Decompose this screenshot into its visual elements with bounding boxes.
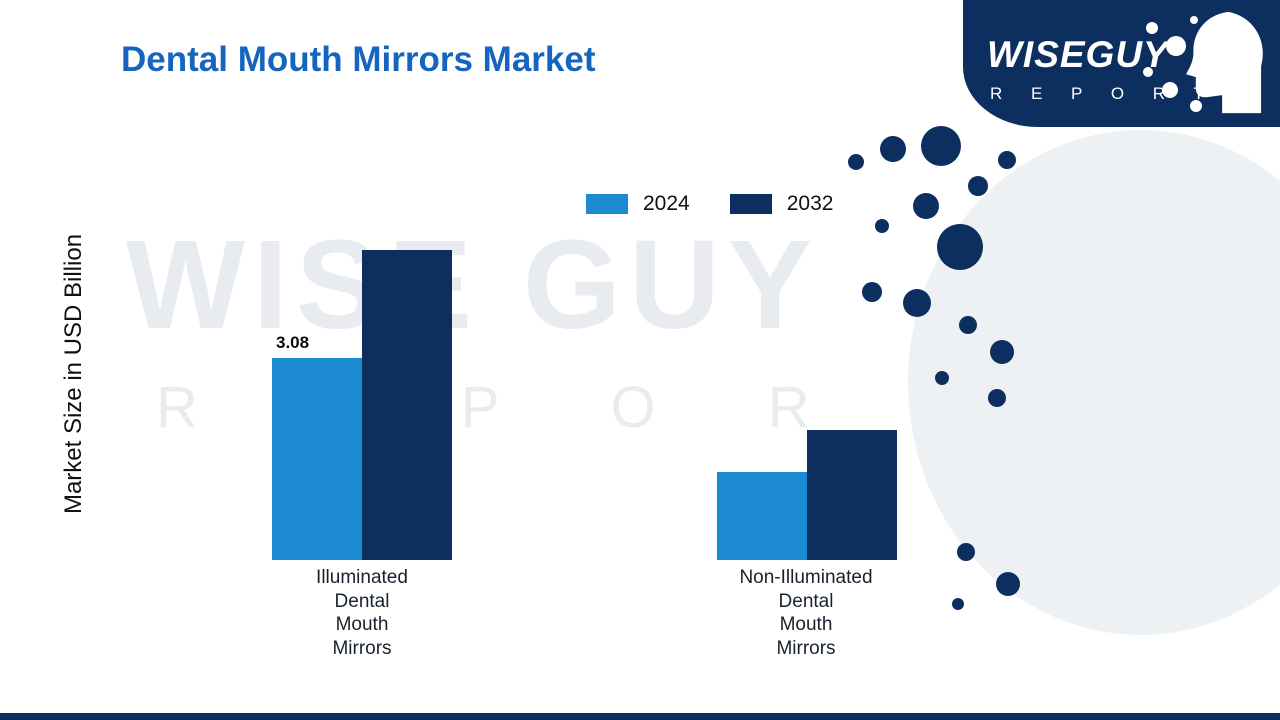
chart-title: Dental Mouth Mirrors Market xyxy=(121,40,596,79)
chart-legend: 2024 2032 xyxy=(586,192,833,216)
category-label-line: Mouth xyxy=(779,614,833,635)
bottom-accent-bar xyxy=(0,713,1280,720)
watermark-brand-text: WISE GUY xyxy=(126,214,821,355)
bar-2032-non-illuminated xyxy=(807,430,897,560)
legend-label-2032: 2032 xyxy=(786,192,834,215)
category-label-line: Non-Illuminated xyxy=(739,567,873,588)
y-axis-label: Market Size in USD Billion xyxy=(60,233,87,515)
bar-2024-non-illuminated xyxy=(717,472,807,560)
legend-label-2024: 2024 xyxy=(643,192,690,215)
legend-swatch-2032 xyxy=(729,194,772,214)
legend-item-2032: 2032 xyxy=(729,192,834,216)
category-label-line: Mirrors xyxy=(776,637,836,659)
bar-2032-illuminated xyxy=(362,250,452,560)
brand-logo: WISEGUY R E P O R T S xyxy=(963,0,1280,127)
logo-brand-text: WISEGUY xyxy=(987,34,1169,75)
category-label-line: Illuminated xyxy=(316,567,408,588)
category-label-line: Mouth xyxy=(335,614,389,635)
category-label-illuminated: Illuminated Dental Mouth Mirrors xyxy=(242,566,482,660)
bar-2024-illuminated xyxy=(272,358,362,560)
legend-swatch-2024 xyxy=(586,194,628,214)
bar-value-label: 3.08 xyxy=(276,333,310,352)
category-label-line: Dental xyxy=(778,590,834,612)
watermark-head-silhouette xyxy=(908,130,1280,635)
logo-head-icon xyxy=(1186,11,1263,114)
category-label-non-illuminated: Non-Illuminated Dental Mouth Mirrors xyxy=(686,566,926,660)
legend-item-2024: 2024 xyxy=(586,192,690,216)
logo-subtitle-text: R E P O R T S xyxy=(990,84,1256,103)
category-label-line: Dental xyxy=(334,590,390,612)
category-label-line: Mirrors xyxy=(332,637,392,659)
